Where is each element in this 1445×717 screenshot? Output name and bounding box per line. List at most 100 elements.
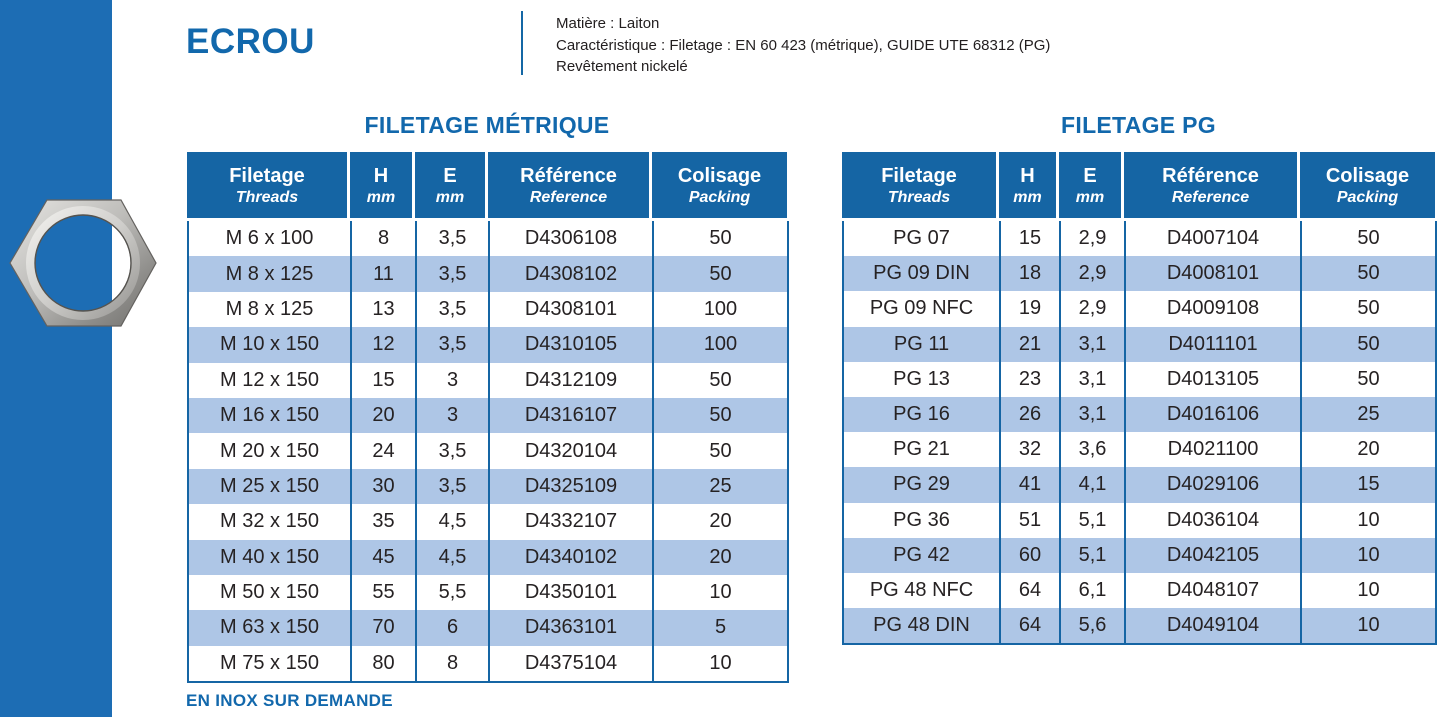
table-cell: 8	[415, 645, 490, 683]
column-header-sublabel: mm	[1013, 188, 1042, 206]
table-cell: D4009108	[1124, 291, 1302, 327]
table-cell: 10	[1300, 572, 1437, 609]
table-cell: D4013105	[1124, 361, 1302, 397]
table-cell: 50	[1300, 361, 1437, 397]
column-header-label: E	[443, 164, 457, 187]
table-cell: PG 13	[842, 361, 1001, 397]
accent-sidebar	[0, 0, 112, 717]
table-row: M 32 x 150 35 4,5 D4332107 20	[187, 504, 789, 540]
table-cell: D4048107	[1124, 572, 1302, 609]
column-header-label: H	[1020, 164, 1035, 187]
metric-table-body: M 6 x 100 8 3,5 D4306108 50 M 8 x 125 11 3,5 D43…	[187, 221, 789, 684]
table-cell: 20	[652, 539, 789, 575]
table-row: PG 13 23 3,1 D4013105 50	[842, 361, 1437, 397]
table-cell: 2,9	[1059, 221, 1126, 257]
table-row: M 6 x 100 8 3,5 D4306108 50	[187, 221, 789, 257]
page-title: ECROU	[186, 22, 315, 61]
column-header-label: H	[373, 164, 389, 187]
table-cell: PG 42	[842, 537, 1001, 573]
column-header-sublabel: mm	[435, 188, 465, 206]
table-cell: D4021100	[1124, 432, 1302, 468]
table-cell: D4008101	[1124, 256, 1302, 292]
table-cell: 60	[999, 537, 1061, 573]
table-cell: 5,1	[1059, 537, 1126, 573]
table-cell: D4310105	[488, 327, 654, 363]
table-cell: 35	[350, 504, 417, 540]
table-cell: 30	[350, 468, 417, 505]
table-cell: 6,1	[1059, 572, 1126, 609]
table-cell: 50	[1300, 326, 1437, 362]
table-cell: 3,5	[415, 221, 490, 257]
table-cell: 10	[1300, 537, 1437, 573]
column-header-sublabel: Threads	[887, 188, 951, 206]
table-cell: PG 48 NFC	[842, 572, 1001, 609]
table-cell: PG 11	[842, 326, 1001, 362]
table-cell: 13	[350, 291, 417, 328]
table-cell: 32	[999, 432, 1061, 468]
table-cell: M 8 x 125	[187, 256, 352, 292]
table-cell: 3,6	[1059, 432, 1126, 468]
table-cell: 64	[999, 572, 1061, 609]
table-cell: 3,5	[415, 256, 490, 292]
specs-text: Matière : Laiton Caractéristique : Filet…	[556, 13, 1050, 78]
table-row: M 63 x 150 70 6 D4363101 5	[187, 610, 789, 646]
column-header: Référence Reference	[488, 152, 649, 218]
column-header-label: Référence	[1162, 164, 1259, 187]
table-cell: 3	[415, 397, 490, 434]
table-cell: M 40 x 150	[187, 539, 352, 575]
column-header-sublabel: Packing	[1336, 188, 1399, 206]
table-cell: D4350101	[488, 574, 654, 611]
table-cell: PG 07	[842, 221, 1001, 257]
table-cell: D4029106	[1124, 467, 1302, 503]
table-row: PG 07 15 2,9 D4007104 50	[842, 221, 1437, 257]
table-cell: D4320104	[488, 433, 654, 469]
table-cell: 20	[350, 397, 417, 434]
column-header-label: Colisage	[677, 164, 762, 187]
table-cell: 3,1	[1059, 361, 1126, 397]
table-cell: D4042105	[1124, 537, 1302, 573]
table-cell: M 12 x 150	[187, 362, 352, 398]
table-cell: 3,5	[415, 327, 490, 363]
table-cell: 70	[350, 610, 417, 646]
table-row: M 25 x 150 30 3,5 D4325109 25	[187, 468, 789, 505]
table-cell: D4316107	[488, 397, 654, 434]
table-cell: D4308102	[488, 256, 654, 292]
specs-divider	[521, 11, 523, 75]
table-cell: 10	[652, 645, 789, 683]
column-header-sublabel: mm	[1075, 188, 1105, 206]
table-row: PG 09 NFC 19 2,9 D4009108 50	[842, 291, 1437, 327]
table-row: PG 11 21 3,1 D4011101 50	[842, 326, 1437, 362]
table-row: PG 16 26 3,1 D4016106 25	[842, 396, 1437, 433]
table-cell: 3,5	[415, 433, 490, 469]
table-cell: 15	[999, 221, 1061, 257]
table-cell: 64	[999, 608, 1061, 645]
table-row: M 75 x 150 80 8 D4375104 10	[187, 645, 789, 683]
table-cell: 12	[350, 327, 417, 363]
table-cell: M 25 x 150	[187, 468, 352, 505]
table-row: M 20 x 150 24 3,5 D4320104 50	[187, 433, 789, 469]
table-cell: 4,5	[415, 539, 490, 575]
column-header: Colisage Packing	[1300, 152, 1435, 218]
table-cell: PG 09 NFC	[842, 291, 1001, 327]
table-cell: M 16 x 150	[187, 397, 352, 434]
table-cell: 3	[415, 362, 490, 398]
table-cell: 23	[999, 361, 1061, 397]
table-cell: 50	[1300, 291, 1437, 327]
table-row: M 8 x 125 11 3,5 D4308102 50	[187, 256, 789, 292]
stainless-on-request-note: EN INOX SUR DEMANDE	[186, 691, 393, 710]
metric-table-title: FILETAGE MÉTRIQUE	[364, 112, 610, 138]
table-cell: D4016106	[1124, 396, 1302, 433]
table-cell: 6	[415, 610, 490, 646]
spec-material: Matière : Laiton	[556, 15, 660, 32]
table-cell: 80	[350, 645, 417, 683]
column-header-label: Référence	[520, 164, 617, 187]
table-cell: 50	[652, 256, 789, 292]
table-row: PG 48 DIN 64 5,6 D4049104 10	[842, 608, 1437, 645]
table-cell: PG 36	[842, 502, 1001, 538]
column-header: Référence Reference	[1124, 152, 1297, 218]
